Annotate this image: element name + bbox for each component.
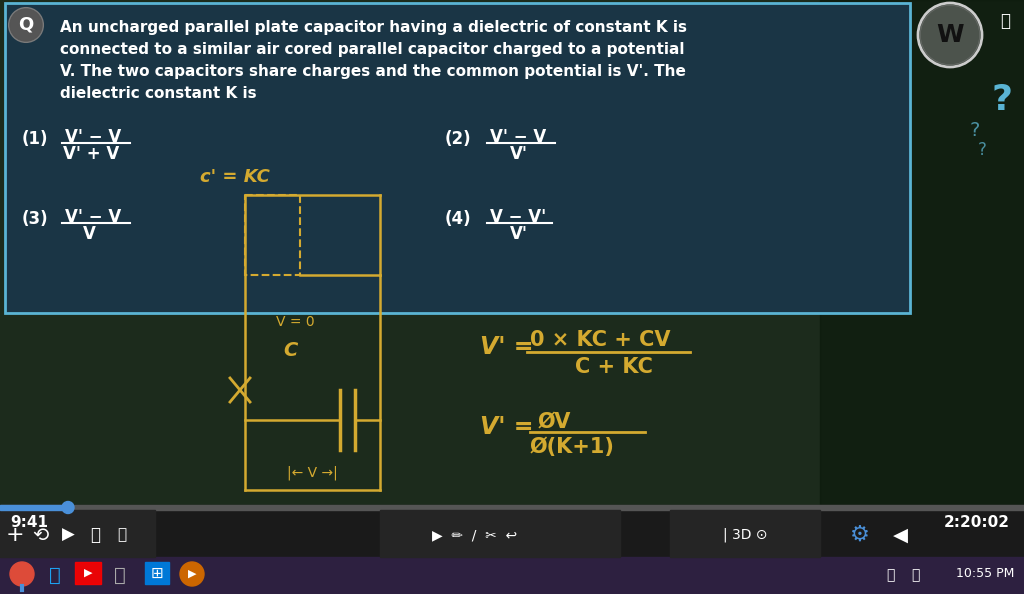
Text: ◀: ◀ xyxy=(893,526,907,545)
Bar xyxy=(75,562,101,584)
Text: |← V →|: |← V →| xyxy=(287,465,337,479)
Text: V. The two capacitors share charges and the common potential is V'. The: V. The two capacitors share charges and … xyxy=(60,64,686,79)
Text: 📷: 📷 xyxy=(118,527,127,542)
Bar xyxy=(0,557,1024,594)
Text: 🐦: 🐦 xyxy=(49,565,60,584)
Text: V' − V: V' − V xyxy=(490,128,546,146)
Text: V' =: V' = xyxy=(480,335,534,359)
Bar xyxy=(0,510,155,557)
Text: ?: ? xyxy=(970,121,980,140)
Circle shape xyxy=(10,9,42,41)
Text: ▶: ▶ xyxy=(84,568,92,578)
Text: ⛶: ⛶ xyxy=(1000,12,1010,30)
Text: 📶: 📶 xyxy=(886,568,894,582)
Text: ØV: ØV xyxy=(538,412,571,432)
Circle shape xyxy=(62,501,74,513)
Text: | 3D ⊙: | 3D ⊙ xyxy=(723,527,767,542)
Text: ?: ? xyxy=(978,141,986,159)
Bar xyxy=(0,505,1024,557)
Text: C: C xyxy=(283,340,297,359)
Text: connected to a similar air cored parallel capacitor charged to a potential: connected to a similar air cored paralle… xyxy=(60,42,684,57)
Text: ▶: ▶ xyxy=(61,526,75,544)
Text: 🔊: 🔊 xyxy=(910,568,920,582)
Bar xyxy=(380,510,620,557)
Circle shape xyxy=(180,562,204,586)
Text: Q: Q xyxy=(18,16,34,34)
Text: V: V xyxy=(83,225,96,243)
Text: (1): (1) xyxy=(22,130,48,148)
Text: 10:55 PM: 10:55 PM xyxy=(955,567,1014,580)
Text: +: + xyxy=(6,525,25,545)
Text: ⟲: ⟲ xyxy=(32,526,48,545)
Circle shape xyxy=(10,562,34,586)
Text: ⚙: ⚙ xyxy=(850,525,870,545)
Text: V' − V: V' − V xyxy=(65,208,121,226)
Bar xyxy=(0,505,1024,510)
Text: (4): (4) xyxy=(445,210,472,228)
Text: V': V' xyxy=(510,225,528,243)
Text: 9:41: 9:41 xyxy=(10,515,48,530)
Bar xyxy=(820,0,1024,510)
Text: 0 × KC + CV: 0 × KC + CV xyxy=(530,330,671,350)
Text: An uncharged parallel plate capacitor having a dielectric of constant K is: An uncharged parallel plate capacitor ha… xyxy=(60,20,687,35)
Text: ⏭: ⏭ xyxy=(90,526,100,544)
Text: V' =: V' = xyxy=(480,415,534,439)
Text: V' + V: V' + V xyxy=(63,145,119,163)
Bar xyxy=(145,562,169,584)
Text: V = 0: V = 0 xyxy=(275,315,314,329)
Text: W: W xyxy=(936,23,964,47)
Text: V − V': V − V' xyxy=(490,208,546,226)
Text: ▶: ▶ xyxy=(187,569,197,579)
Text: C + KC: C + KC xyxy=(575,357,653,377)
Text: ?: ? xyxy=(991,83,1013,117)
FancyBboxPatch shape xyxy=(5,3,910,313)
Bar xyxy=(0,505,68,510)
Circle shape xyxy=(920,5,980,65)
Text: 2:20:02: 2:20:02 xyxy=(944,515,1010,530)
Text: (2): (2) xyxy=(445,130,472,148)
Text: Ø(K+1): Ø(K+1) xyxy=(530,437,614,457)
Text: dielectric constant K is: dielectric constant K is xyxy=(60,86,257,101)
Bar xyxy=(670,510,820,557)
Text: ▶  ✏  /  ✂  ↩: ▶ ✏ / ✂ ↩ xyxy=(432,528,517,542)
Text: V': V' xyxy=(510,145,528,163)
Text: V' − V: V' − V xyxy=(65,128,121,146)
Text: ⊞: ⊞ xyxy=(151,565,164,580)
Text: 🎧: 🎧 xyxy=(114,565,126,584)
Text: (3): (3) xyxy=(22,210,48,228)
Text: c' = KC: c' = KC xyxy=(200,168,270,186)
